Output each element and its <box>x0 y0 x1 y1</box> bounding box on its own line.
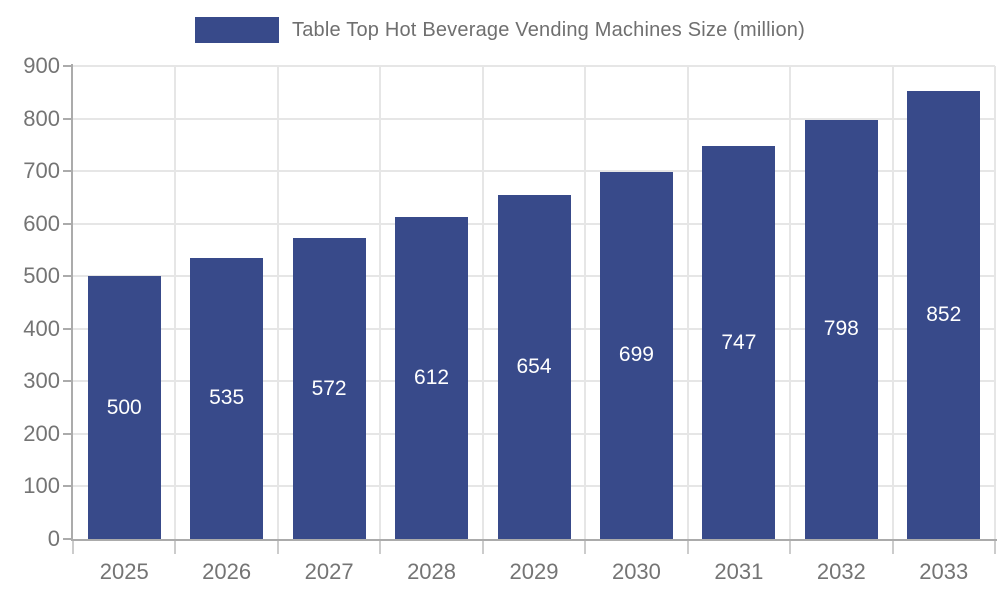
y-axis-tick-300 <box>63 380 71 383</box>
y-axis-tick-600 <box>63 222 71 225</box>
x-axis-tick-3 <box>379 541 382 554</box>
x-axis-label-2028: 2028 <box>407 559 457 584</box>
gridline-vertical-3 <box>379 66 382 539</box>
x-axis-tick-1 <box>174 541 177 554</box>
x-axis-tick-6 <box>686 541 689 554</box>
x-axis-label-2030: 2030 <box>611 559 661 584</box>
legend-swatch <box>195 17 280 43</box>
legend-label: Table Top Hot Beverage Vending Machines … <box>292 18 805 41</box>
gridline-horizontal-900 <box>73 65 995 67</box>
bar-2031[interactable] <box>702 146 776 539</box>
y-axis-tick-800 <box>63 117 71 120</box>
x-axis-label-2026: 2026 <box>202 559 252 584</box>
x-axis-tick-4 <box>481 541 484 554</box>
y-axis-label-900: 900 <box>23 53 60 78</box>
gridline-vertical-5 <box>584 66 587 539</box>
bar-2028[interactable] <box>395 217 469 539</box>
x-axis-label-2031: 2031 <box>714 559 764 584</box>
y-axis-label-400: 400 <box>23 315 60 341</box>
x-axis-tick-2 <box>276 541 279 554</box>
bar-2032[interactable] <box>804 119 878 539</box>
y-axis-tick-400 <box>63 327 71 330</box>
x-axis-tick-8 <box>891 541 894 554</box>
y-axis-label-0: 0 <box>47 526 60 551</box>
gridline-vertical-9 <box>994 66 996 539</box>
y-axis-tick-900 <box>63 65 71 67</box>
x-axis-label-2032: 2032 <box>816 559 866 584</box>
bar-2026[interactable] <box>190 257 264 539</box>
y-axis-tick-500 <box>63 275 71 278</box>
gridline-vertical-1 <box>174 66 177 539</box>
y-axis-tick-700 <box>63 170 71 173</box>
y-axis-label-600: 600 <box>23 210 60 236</box>
y-axis-tick-0 <box>63 538 71 540</box>
bar-2025[interactable] <box>87 276 161 539</box>
bar-2029[interactable] <box>497 195 571 539</box>
gridline-horizontal-700 <box>73 170 995 173</box>
bar-2027[interactable] <box>292 238 366 539</box>
x-axis-label-2033: 2033 <box>919 559 969 584</box>
y-axis-label-300: 300 <box>23 368 60 394</box>
plot-area: 500 535 572 612 654 699 747 798 852 <box>73 65 996 539</box>
bar-2030[interactable] <box>599 171 673 539</box>
y-axis-label-500: 500 <box>23 263 60 289</box>
x-axis-label-2027: 2027 <box>304 559 354 584</box>
x-axis-line <box>71 539 997 541</box>
y-axis-tick-100 <box>63 485 71 488</box>
gridline-vertical-6 <box>686 66 689 539</box>
legend[interactable]: Table Top Hot Beverage Vending Machines … <box>0 17 1000 43</box>
gridline-vertical-7 <box>789 66 792 539</box>
x-axis-tick-0 <box>72 541 74 554</box>
bar-2033[interactable] <box>907 91 981 539</box>
x-axis-tick-7 <box>789 541 792 554</box>
gridline-vertical-2 <box>276 66 279 539</box>
x-axis-tick-9 <box>994 541 996 554</box>
x-axis-tick-5 <box>584 541 587 554</box>
x-axis-label-2029: 2029 <box>509 559 559 584</box>
gridline-vertical-8 <box>891 66 894 539</box>
y-axis-label-800: 800 <box>23 105 60 131</box>
y-axis-line <box>71 64 73 541</box>
y-axis-label-700: 700 <box>23 158 60 184</box>
y-axis-label-100: 100 <box>23 473 60 499</box>
x-axis-label-2025: 2025 <box>99 559 149 584</box>
gridline-vertical-4 <box>481 66 484 539</box>
y-axis-label-200: 200 <box>23 420 60 446</box>
gridline-horizontal-800 <box>73 117 995 120</box>
y-axis-tick-200 <box>63 432 71 435</box>
